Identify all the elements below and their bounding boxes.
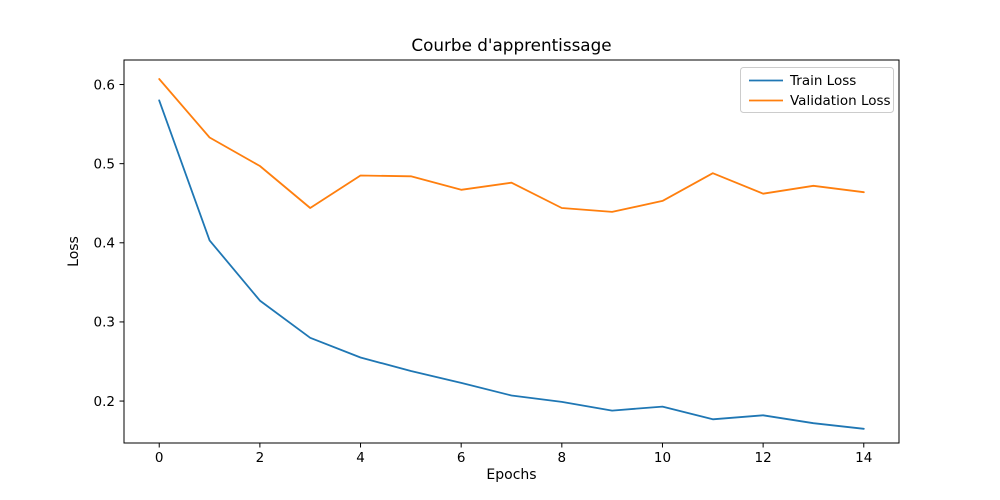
axis-ticks: 0 2 4 6 8 10 12 14 0.2 0.3 0.4 0.5 0.6 [94,77,873,466]
x-tick-label: 6 [457,450,466,466]
x-tick-label: 10 [654,450,671,466]
train-loss-legend-label: Train Loss [789,73,856,89]
validation-loss-line [158,78,865,213]
plot-area [123,59,900,444]
y-tick-label: 0.2 [94,394,115,410]
legend: Train Loss Validation Loss [740,67,894,113]
x-tick-label: 12 [755,450,772,466]
y-tick-label: 0.6 [94,77,115,93]
x-tick-label: 2 [256,450,265,466]
validation-loss-legend-label: Validation Loss [790,93,891,109]
x-tick-label: 8 [558,450,567,466]
x-tick-label: 0 [155,450,164,466]
y-tick-label: 0.3 [94,315,115,331]
x-tick-label: 14 [855,450,872,466]
y-tick-label: 0.5 [94,156,115,172]
x-tick-label: 4 [356,450,365,466]
x-axis-label: Epochs [486,467,536,483]
chart-title: Courbe d'apprentissage [411,35,611,55]
y-axis-label: Loss [66,236,82,267]
train-loss-line [158,99,865,430]
y-tick-label: 0.4 [94,236,115,252]
data-series [158,78,865,430]
